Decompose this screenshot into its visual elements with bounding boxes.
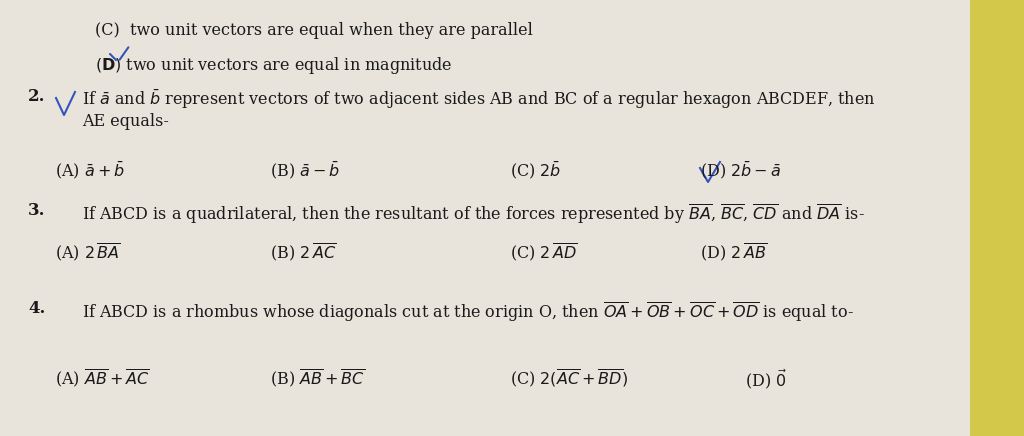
Text: 2.: 2. bbox=[28, 88, 45, 105]
Text: (C) $2\bar{b}$: (C) $2\bar{b}$ bbox=[510, 160, 561, 181]
Text: (C) $2\,\overline{AD}$: (C) $2\,\overline{AD}$ bbox=[510, 242, 578, 264]
Text: (D) $2\,\overline{AB}$: (D) $2\,\overline{AB}$ bbox=[700, 242, 767, 264]
Text: 4.: 4. bbox=[28, 300, 45, 317]
Text: (A) $2\,\overline{BA}$: (A) $2\,\overline{BA}$ bbox=[55, 242, 121, 264]
Text: (B) $2\,\overline{AC}$: (B) $2\,\overline{AC}$ bbox=[270, 242, 336, 264]
Text: (A) $\overline{AB}+\overline{AC}$: (A) $\overline{AB}+\overline{AC}$ bbox=[55, 368, 150, 390]
Text: (D) $2\bar{b}-\bar{a}$: (D) $2\bar{b}-\bar{a}$ bbox=[700, 160, 781, 181]
Text: (C) $2(\overline{AC}+\overline{BD})$: (C) $2(\overline{AC}+\overline{BD})$ bbox=[510, 368, 628, 390]
Text: If $\bar{a}$ and $\bar{b}$ represent vectors of two adjacent sides AB and BC of : If $\bar{a}$ and $\bar{b}$ represent vec… bbox=[82, 88, 876, 111]
Text: (A) $\bar{a}+\bar{b}$: (A) $\bar{a}+\bar{b}$ bbox=[55, 160, 125, 181]
Text: (B) $\overline{AB}+\overline{BC}$: (B) $\overline{AB}+\overline{BC}$ bbox=[270, 368, 365, 390]
Text: (D) $\vec{0}$: (D) $\vec{0}$ bbox=[745, 368, 787, 392]
Text: AE equals-: AE equals- bbox=[82, 113, 169, 130]
Text: If ABCD is a rhombus whose diagonals cut at the origin O, then $\overline{OA}+\o: If ABCD is a rhombus whose diagonals cut… bbox=[82, 300, 854, 324]
Text: $\mathrm{(\mathbf{D})}$ two unit vectors are equal in magnitude: $\mathrm{(\mathbf{D})}$ two unit vectors… bbox=[95, 55, 453, 76]
Bar bbox=[970, 0, 1024, 436]
Text: (B) $\bar{a}-\bar{b}$: (B) $\bar{a}-\bar{b}$ bbox=[270, 160, 340, 181]
Text: If ABCD is a quadrilateral, then the resultant of the forces represented by $\ov: If ABCD is a quadrilateral, then the res… bbox=[82, 202, 865, 226]
Text: (C)  two unit vectors are equal when they are parallel: (C) two unit vectors are equal when they… bbox=[95, 22, 532, 39]
Text: 3.: 3. bbox=[28, 202, 45, 219]
